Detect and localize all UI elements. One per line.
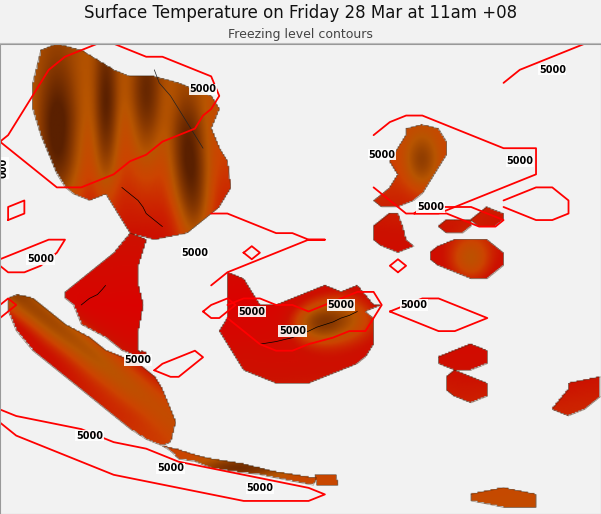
Bar — [0, 44, 601, 514]
Text: 5000: 5000 — [246, 483, 273, 493]
Text: 5000: 5000 — [506, 156, 533, 166]
Text: 5000: 5000 — [157, 463, 184, 473]
Text: 5000: 5000 — [182, 248, 209, 258]
Text: 5000: 5000 — [124, 355, 151, 365]
Text: 5000: 5000 — [279, 326, 306, 336]
Text: 5000: 5000 — [368, 150, 395, 160]
Text: Freezing level contours: Freezing level contours — [228, 28, 373, 41]
Text: 5000: 5000 — [238, 306, 265, 317]
Text: 5000: 5000 — [189, 84, 216, 95]
Text: 000: 000 — [0, 158, 8, 178]
Text: 5000: 5000 — [538, 65, 566, 75]
Text: 5000: 5000 — [417, 202, 444, 212]
Text: 5000: 5000 — [76, 431, 103, 440]
Text: Surface Temperature on Friday 28 Mar at 11am +08: Surface Temperature on Friday 28 Mar at … — [84, 4, 517, 22]
Text: 5000: 5000 — [27, 254, 54, 264]
Text: 5000: 5000 — [401, 300, 428, 310]
Text: 5000: 5000 — [328, 300, 355, 310]
